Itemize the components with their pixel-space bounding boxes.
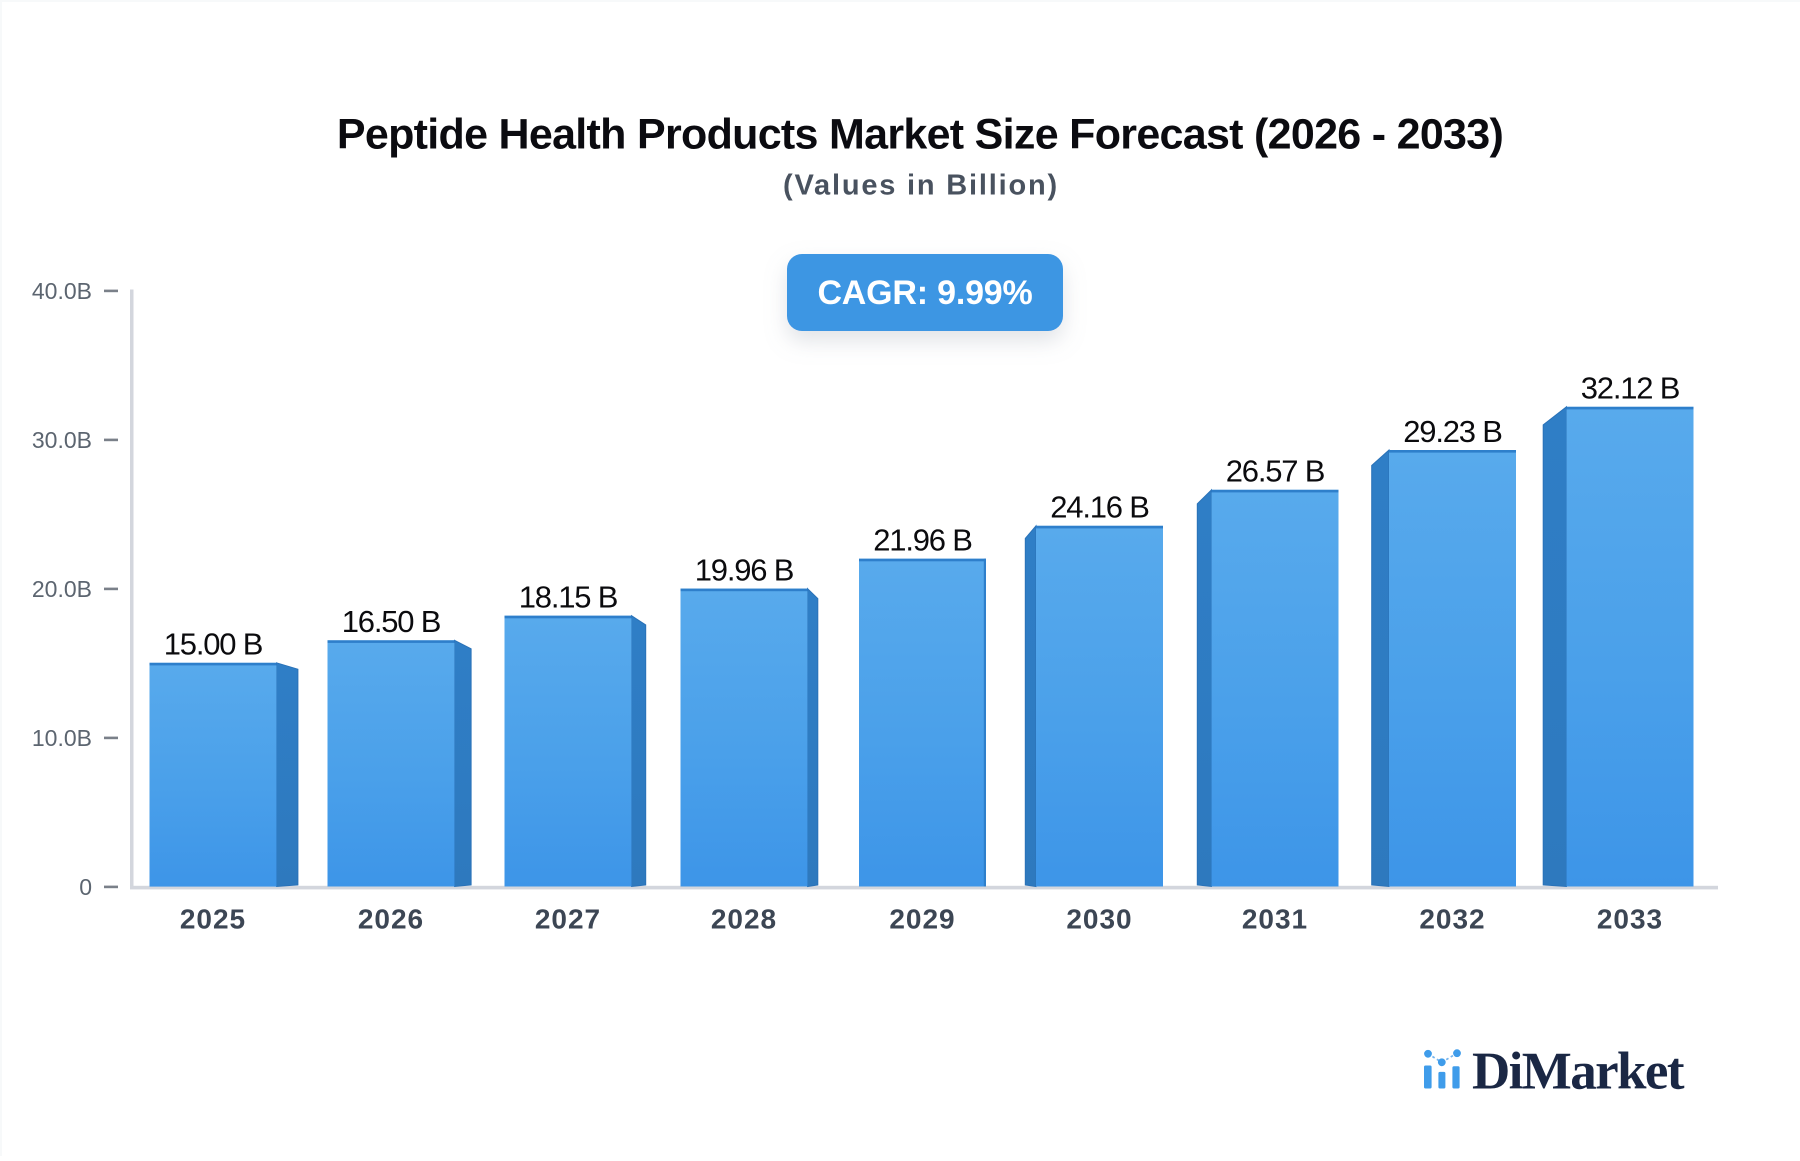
svg-text:24.16 B: 24.16 B	[1050, 490, 1149, 525]
svg-text:30.0B: 30.0B	[32, 427, 92, 453]
svg-text:15.00 B: 15.00 B	[164, 627, 263, 662]
svg-text:19.96 B: 19.96 B	[695, 552, 794, 587]
svg-text:18.15 B: 18.15 B	[519, 580, 618, 615]
svg-text:21.96 B: 21.96 B	[873, 523, 972, 558]
svg-text:2030: 2030	[1066, 903, 1132, 934]
svg-text:2026: 2026	[358, 903, 424, 934]
svg-text:16.50 B: 16.50 B	[342, 604, 441, 639]
svg-text:2032: 2032	[1419, 903, 1485, 934]
svg-text:2029: 2029	[889, 903, 955, 934]
svg-text:10.0B: 10.0B	[32, 725, 92, 751]
svg-text:2033: 2033	[1597, 903, 1663, 934]
svg-text:2025: 2025	[180, 903, 246, 934]
svg-text:2028: 2028	[711, 903, 777, 934]
svg-text:32.12 B: 32.12 B	[1581, 371, 1680, 406]
svg-text:Peptide Health Products Market: Peptide Health Products Market Size Fore…	[337, 111, 1503, 159]
svg-text:29.23 B: 29.23 B	[1403, 414, 1502, 449]
svg-text:2031: 2031	[1242, 903, 1308, 934]
svg-text:26.57 B: 26.57 B	[1226, 454, 1325, 489]
svg-text:2027: 2027	[535, 903, 601, 934]
svg-text:(Values in Billion): (Values in Billion)	[783, 170, 1059, 202]
svg-text:DiMarket: DiMarket	[1472, 1043, 1685, 1101]
svg-text:20.0B: 20.0B	[32, 576, 92, 602]
svg-text:CAGR: 9.99%: CAGR: 9.99%	[817, 274, 1032, 312]
svg-text:40.0B: 40.0B	[32, 278, 92, 304]
svg-text:0: 0	[79, 874, 92, 900]
